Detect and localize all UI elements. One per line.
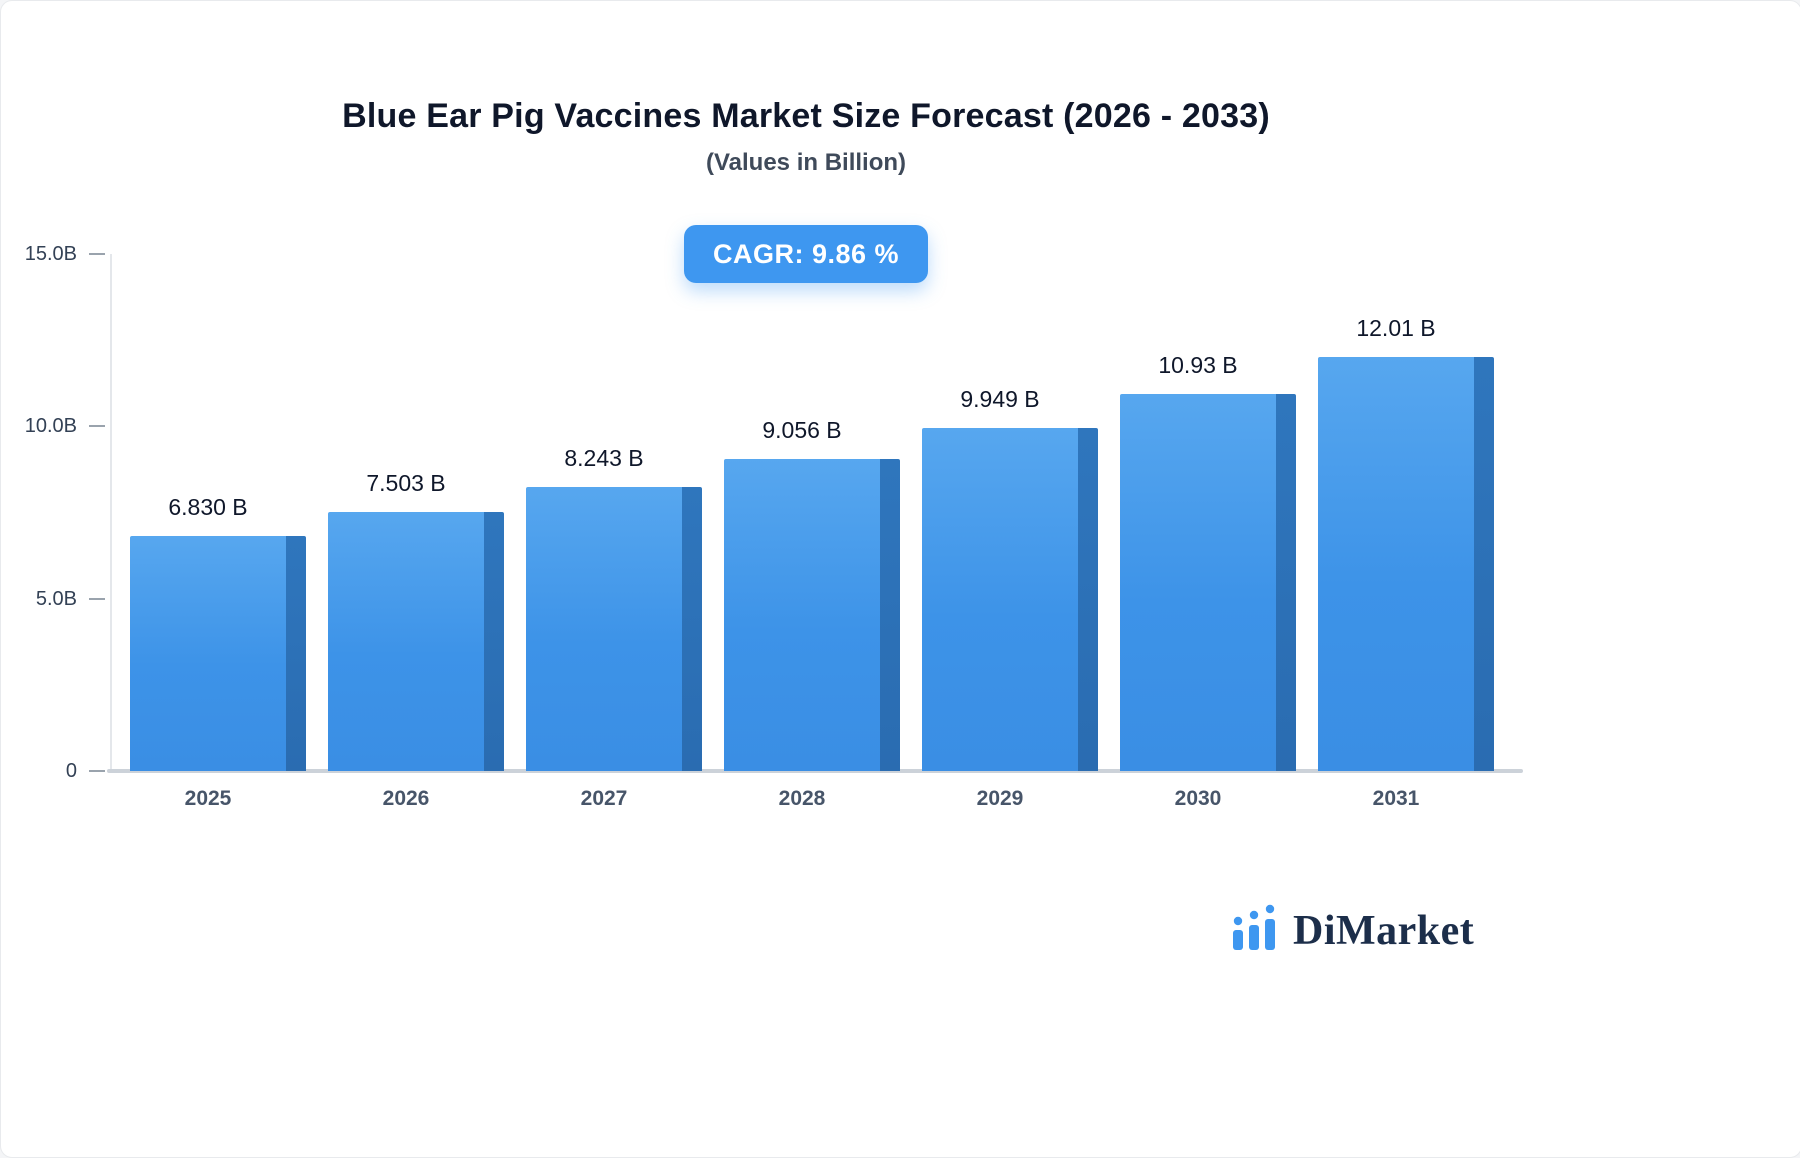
bar-side <box>484 512 504 771</box>
bar-side <box>1474 357 1494 771</box>
bar-side <box>1078 428 1098 771</box>
bar-chart-icon <box>1229 904 1281 957</box>
bar-value-label: 9.949 B <box>960 386 1040 413</box>
y-axis-tick-mark <box>89 597 105 600</box>
y-axis-tick-mark <box>89 253 105 255</box>
brand-logo: DiMarket <box>1229 904 1474 957</box>
cagr-badge-label: CAGR: 9.86 % <box>712 238 900 269</box>
y-axis-line <box>110 254 112 771</box>
bar <box>1120 394 1276 771</box>
brand-logo-text: DiMarket <box>1293 907 1475 954</box>
y-axis-tick-label: 15.0B <box>24 243 77 265</box>
x-axis-label: 2027 <box>580 787 628 810</box>
bar-value-label: 10.93 B <box>1158 352 1238 379</box>
bar <box>328 512 484 771</box>
chart-subtitle: (Values in Billion) <box>705 149 907 176</box>
bar <box>130 535 286 771</box>
y-axis-tick-label: 0 <box>65 760 77 782</box>
y-axis-tick-mark <box>89 770 105 772</box>
y-axis-tick-mark <box>89 425 105 428</box>
x-axis-label: 2029 <box>976 787 1024 810</box>
bar-value-label: 8.243 B <box>564 444 644 471</box>
bar-side <box>286 535 306 771</box>
cagr-badge: CAGR: 9.86 % <box>684 225 928 283</box>
bar-value-label: 7.503 B <box>366 470 446 497</box>
chart-title: Blue Ear Pig Vaccines Market Size Foreca… <box>342 97 1270 135</box>
bar-side <box>682 486 702 771</box>
bar <box>1318 357 1474 771</box>
bar-value-label: 12.01 B <box>1356 315 1436 342</box>
bar-value-label: 9.056 B <box>762 416 842 443</box>
x-axis-baseline <box>107 769 1523 773</box>
y-axis-tick-label: 5.0B <box>35 587 77 610</box>
bar <box>922 428 1078 771</box>
bar <box>526 486 682 771</box>
x-axis-label: 2025 <box>184 787 232 810</box>
bar-side <box>880 458 900 771</box>
x-axis-label: 2030 <box>1174 787 1222 810</box>
x-axis-label: 2026 <box>382 787 430 810</box>
x-axis-label: 2031 <box>1372 787 1420 810</box>
bar <box>724 458 880 771</box>
bar-value-label: 6.830 B <box>168 493 248 520</box>
y-axis-tick-label: 10.0B <box>24 415 77 438</box>
x-axis-label: 2028 <box>778 787 826 810</box>
bar-side <box>1276 394 1296 771</box>
